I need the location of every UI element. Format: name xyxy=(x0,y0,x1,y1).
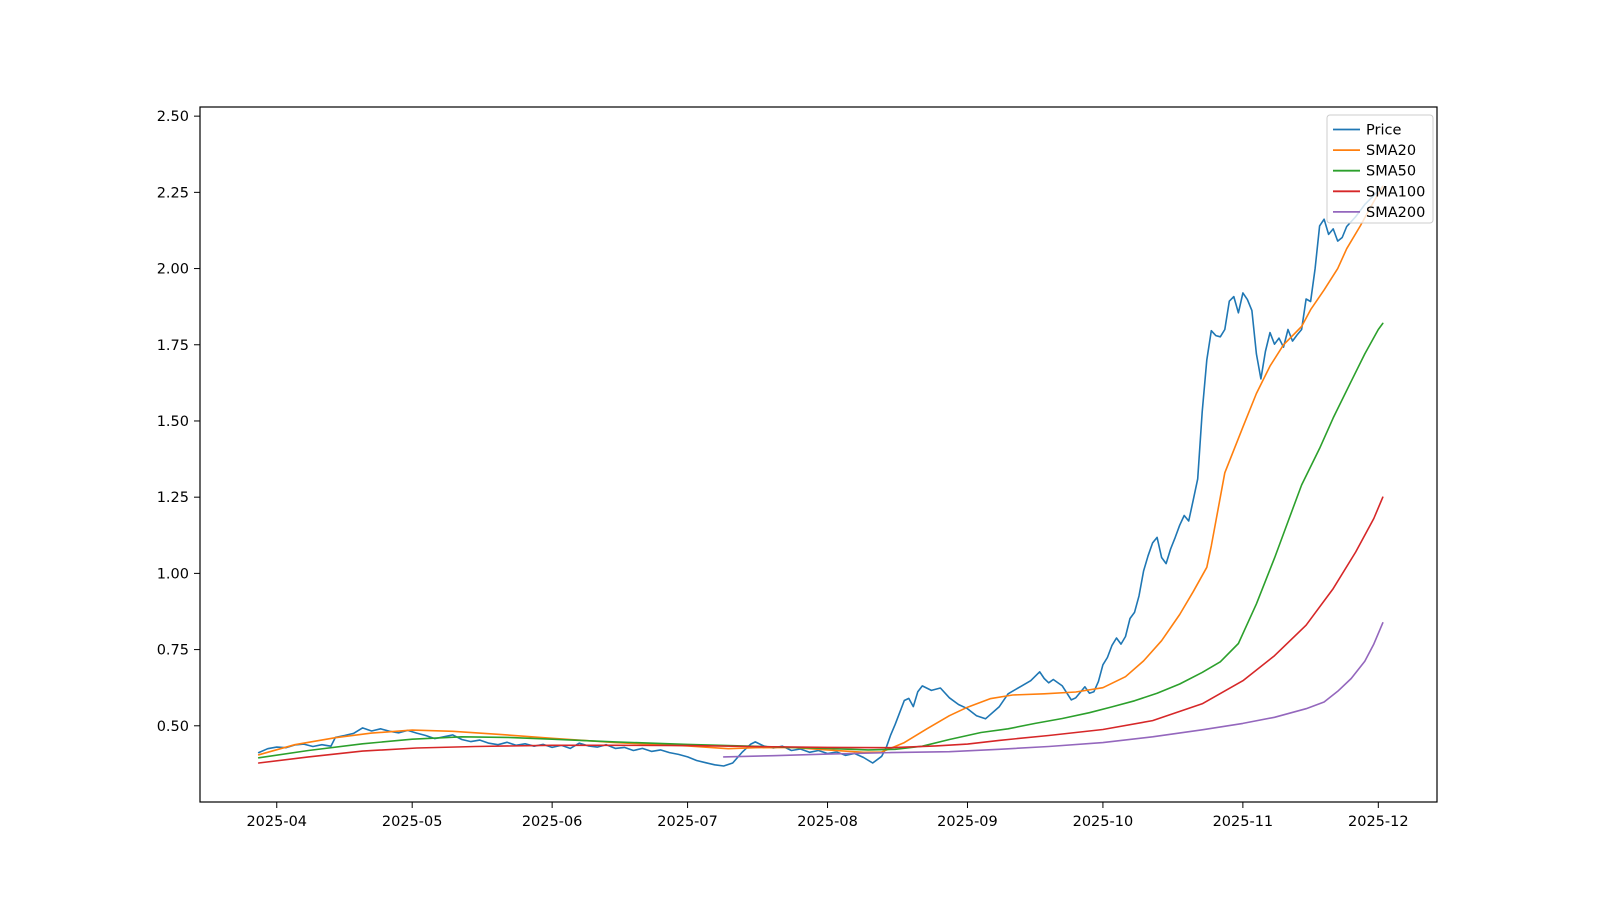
legend-box xyxy=(1326,114,1434,224)
y-axis: 0.50 0.75 1.00 1.25 1.50 1.75 2.00 2.25 2.50 xyxy=(157,109,200,735)
y-tick-label: 0.75 xyxy=(157,643,189,659)
x-tick-label: 2025-12 xyxy=(1348,814,1409,830)
y-tick-label: 1.50 xyxy=(157,414,189,430)
series-line-price xyxy=(257,185,1384,767)
x-tick-label: 2025-11 xyxy=(1213,814,1274,830)
y-tick-label: 2.25 xyxy=(157,185,189,201)
y-tick-label: 1.75 xyxy=(157,338,189,354)
x-tick-label: 2025-08 xyxy=(797,814,858,830)
legend-label-price: Price xyxy=(1366,123,1401,139)
series-line-sma50 xyxy=(257,322,1384,759)
series-group xyxy=(257,185,1384,767)
x-tick-label: 2025-09 xyxy=(937,814,998,830)
y-tick-label: 2.00 xyxy=(157,262,189,278)
legend: Price SMA20 SMA50 SMA100 SMA200 xyxy=(1326,114,1434,224)
y-tick-label: 1.25 xyxy=(157,490,189,506)
legend-label-sma50: SMA50 xyxy=(1366,164,1416,180)
series-line-sma200 xyxy=(722,621,1384,758)
x-tick-label: 2025-07 xyxy=(657,814,718,830)
plot-frame xyxy=(199,106,1438,803)
series-line-sma100 xyxy=(257,496,1384,764)
y-tick-label: 0.50 xyxy=(157,719,189,735)
legend-label-sma200: SMA200 xyxy=(1366,205,1425,221)
plot-area xyxy=(200,107,1437,802)
y-tick-label: 1.00 xyxy=(157,566,189,582)
x-tick-label: 2025-06 xyxy=(522,814,583,830)
x-tick-label: 2025-04 xyxy=(246,814,307,830)
x-tick-label: 2025-10 xyxy=(1073,814,1134,830)
x-tick-label: 2025-05 xyxy=(382,814,443,830)
legend-label-sma100: SMA100 xyxy=(1366,184,1425,200)
y-tick-label: 2.50 xyxy=(157,109,189,125)
legend-label-sma20: SMA20 xyxy=(1366,143,1416,159)
x-axis: 2025-04 2025-05 2025-06 2025-07 2025-08 2025-… xyxy=(246,802,1409,830)
